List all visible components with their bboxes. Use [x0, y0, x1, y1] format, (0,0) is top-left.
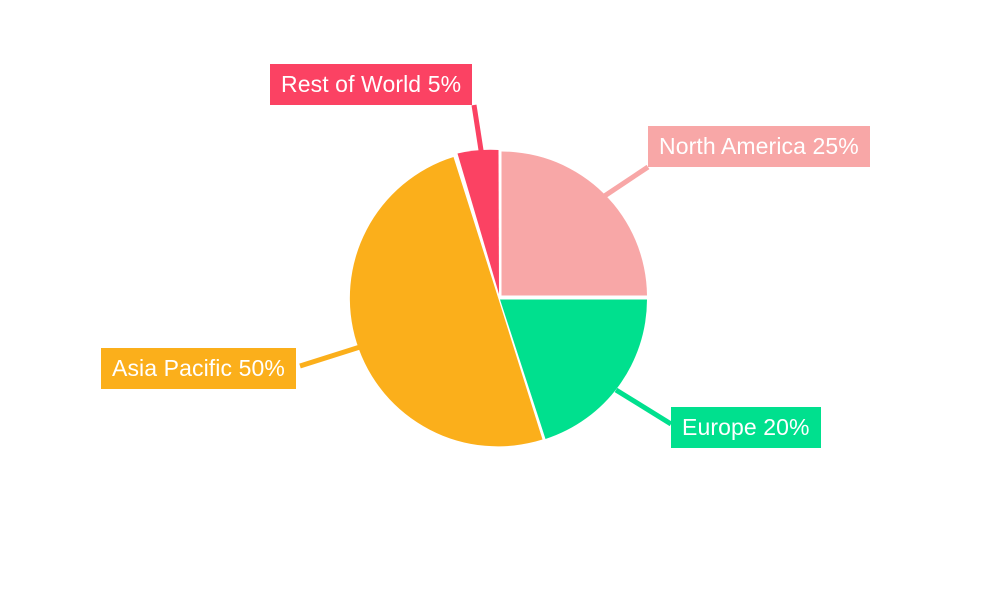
leader-line-north-america — [601, 164, 650, 200]
pie-slice-asia-pacific[interactable] — [349, 157, 543, 447]
pie-label-north-america-text: North America 25% — [659, 133, 859, 159]
leader-line-europe — [614, 387, 673, 427]
pie-label-north-america[interactable]: North America 25% — [648, 126, 870, 167]
pie-label-rest-of-world[interactable]: Rest of World 5% — [270, 64, 473, 105]
pie-slice-europe[interactable] — [500, 299, 647, 440]
pie-label-europe-text: Europe 20% — [682, 414, 810, 440]
pie-label-europe[interactable]: Europe 20% — [671, 407, 821, 448]
pie-slice-north-america[interactable] — [501, 151, 648, 298]
pie-slice-rest-of-world[interactable] — [457, 149, 500, 294]
pie-label-asia-pacific-text: Asia Pacific 50% — [112, 355, 285, 381]
pie-label-rest-of-world-text: Rest of World 5% — [281, 71, 462, 97]
leader-line-asia-pacific — [299, 344, 361, 369]
pie-slices — [349, 149, 648, 447]
pie-label-asia-pacific[interactable]: Asia Pacific 50% — [101, 348, 296, 389]
